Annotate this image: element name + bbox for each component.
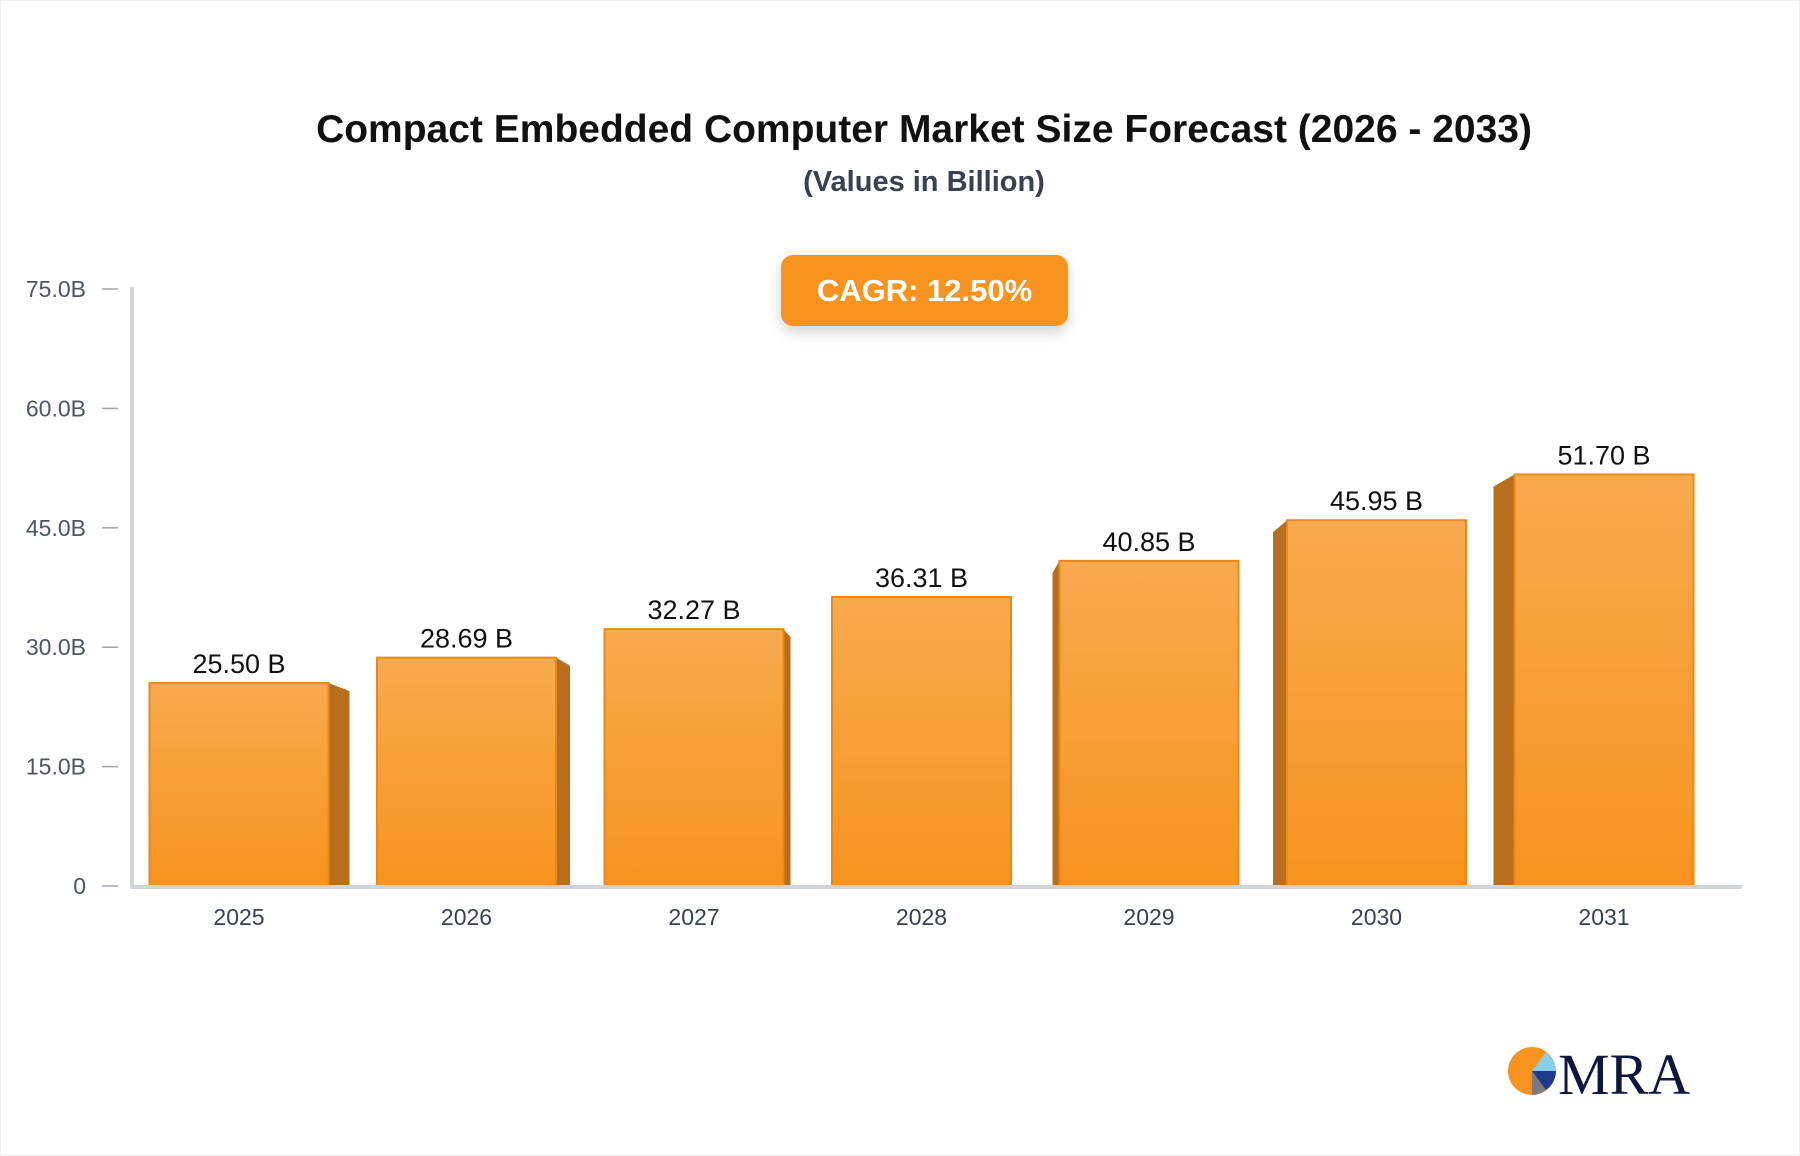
bar-2031 — [1513, 473, 1695, 887]
bar-2027 — [603, 628, 785, 887]
data-label: 36.31 B — [875, 563, 968, 593]
y-tick-label: 45.0B — [26, 515, 86, 541]
bar-side — [1273, 520, 1287, 886]
x-tick-label: 2027 — [668, 904, 719, 930]
bar-2028 — [831, 595, 1012, 887]
y-tick-label: 75.0B — [26, 276, 86, 302]
bar-2026 — [376, 656, 557, 888]
bar-side — [556, 657, 570, 886]
cagr-badge: CAGR: 12.50% — [781, 255, 1068, 326]
y-tick-label: 30.0B — [26, 634, 86, 660]
bar-2029 — [1058, 559, 1240, 887]
bar-side — [1493, 474, 1515, 886]
y-tick-label: 60.0B — [26, 395, 86, 421]
bar-2025 — [148, 682, 330, 888]
bar-side — [1052, 560, 1060, 886]
bar-side — [328, 683, 350, 886]
bar-2030 — [1286, 519, 1467, 887]
data-label: 40.85 B — [1102, 527, 1195, 557]
x-tick-label: 2029 — [1123, 904, 1174, 930]
x-tick-label: 2025 — [213, 904, 264, 930]
chart-title: Compact Embedded Computer Market Size Fo… — [316, 108, 1532, 151]
x-tick-label: 2030 — [1351, 904, 1402, 930]
data-label: 45.95 B — [1330, 486, 1423, 516]
logo-text: MRA — [1558, 1042, 1690, 1102]
x-tick-label: 2031 — [1578, 904, 1629, 930]
data-label: 28.69 B — [420, 624, 513, 654]
x-tick-label: 2028 — [896, 904, 947, 930]
chart-subtitle: (Values in Billion) — [803, 166, 1045, 198]
bar-side — [783, 629, 791, 886]
y-tick-label: 0 — [73, 873, 86, 899]
x-tick-label: 2026 — [441, 904, 492, 930]
y-tick-label: 15.0B — [26, 754, 86, 780]
data-label: 32.27 B — [647, 595, 740, 625]
mra-logo: MRA — [1508, 1042, 1690, 1102]
data-label: 51.70 B — [1557, 440, 1650, 470]
data-label: 25.50 B — [192, 649, 285, 679]
